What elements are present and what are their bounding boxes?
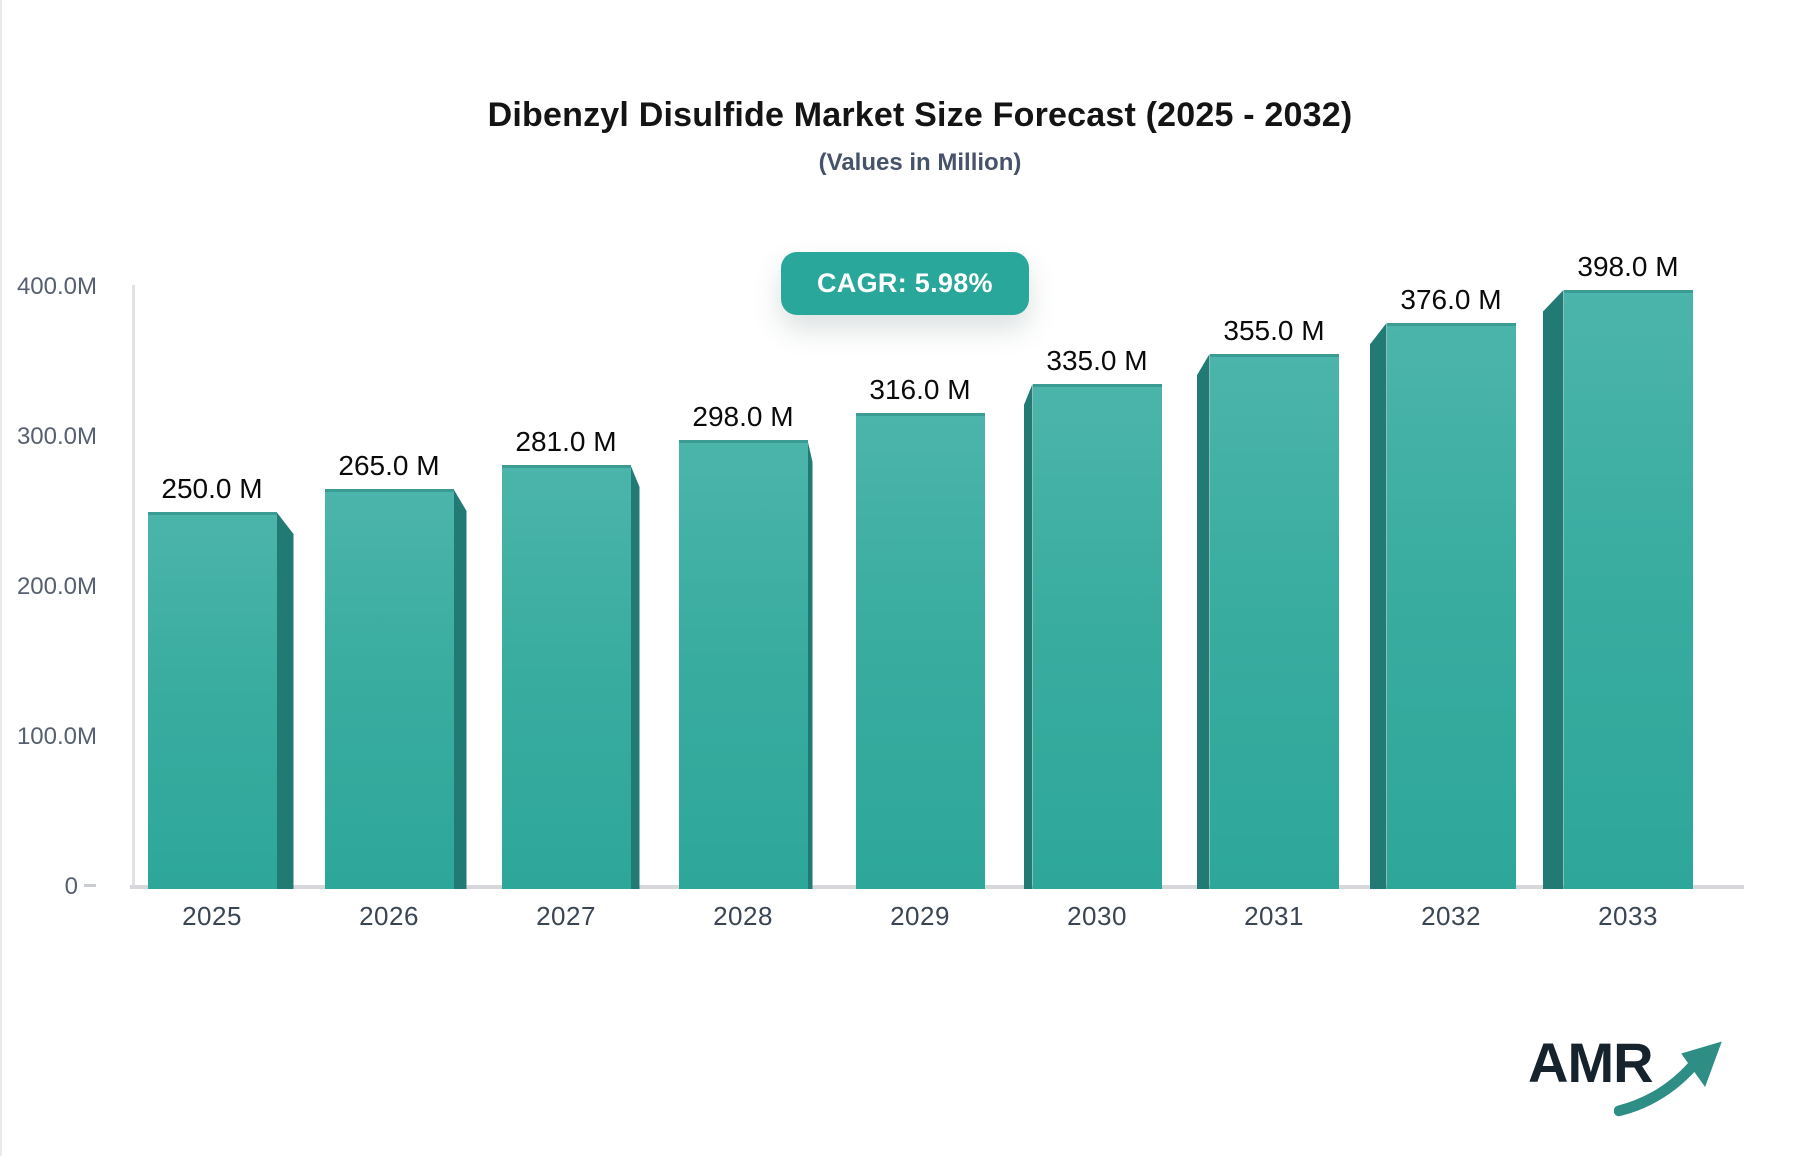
y-tick-label: 100.0M (16, 723, 97, 750)
bar-3d-side (453, 489, 467, 889)
x-tick-label: 2026 (359, 901, 419, 931)
chart-subtitle: (Values in Million) (818, 149, 1022, 176)
bar-face (1563, 290, 1693, 889)
bar-2031[interactable] (1196, 354, 1339, 889)
y-tick-label: 200.0M (16, 573, 97, 600)
chart-title: Dibenzyl Disulfide Market Size Forecast … (487, 96, 1353, 134)
bar-face (1209, 354, 1339, 889)
page-edge-divider (0, 0, 2, 1156)
bar-3d-side (807, 440, 813, 889)
amr-logo-text: AMR (1528, 1031, 1654, 1094)
bar-2028[interactable] (678, 440, 813, 889)
zero-tick-dash (84, 884, 96, 887)
bar-value-label: 316.0 M (869, 374, 971, 405)
y-tick-label: 400.0M (16, 273, 97, 300)
bar-2033[interactable] (1542, 290, 1693, 889)
bar-2025[interactable] (147, 512, 294, 889)
x-tick-label: 2030 (1067, 901, 1127, 931)
x-tick-label: 2025 (182, 901, 242, 931)
bar-face (1032, 384, 1162, 889)
bar-value-label: 398.0 M (1577, 251, 1679, 282)
bar-face (678, 440, 808, 889)
bar-2026[interactable] (324, 489, 467, 889)
bar-2029[interactable] (855, 413, 985, 889)
x-tick-label: 2033 (1598, 901, 1658, 931)
amr-logo: AMR (1528, 1030, 1758, 1130)
bar-3d-side (1369, 323, 1387, 889)
cagr-badge: CAGR: 5.98% (781, 252, 1029, 315)
bar-value-label: 281.0 M (515, 426, 617, 457)
bar-face (1386, 323, 1516, 889)
x-tick-label: 2027 (536, 901, 596, 931)
growth-arrow-icon (1614, 1041, 1722, 1117)
bar-3d-side (276, 512, 294, 889)
bar-3d-side (630, 465, 640, 889)
bar-2027[interactable] (501, 465, 640, 889)
bar-value-label: 335.0 M (1046, 345, 1148, 376)
bar-face (855, 413, 985, 889)
bar-value-label: 298.0 M (692, 401, 794, 432)
bar-face (324, 489, 454, 889)
y-tick-label: 0 (64, 873, 78, 900)
bar-2030[interactable] (1023, 384, 1162, 889)
bar-3d-side (1023, 384, 1033, 889)
bar-face (501, 465, 631, 889)
bar-value-label: 250.0 M (161, 473, 263, 504)
bar-3d-side (1542, 290, 1564, 889)
bar-3d-side (1196, 354, 1210, 889)
x-tick-label: 2031 (1244, 901, 1304, 931)
x-tick-label: 2032 (1421, 901, 1481, 931)
bar-value-label: 265.0 M (338, 450, 440, 481)
bar-face (147, 512, 277, 889)
bar-value-label: 355.0 M (1223, 315, 1325, 346)
y-tick-label: 300.0M (16, 423, 97, 450)
x-tick-label: 2029 (890, 901, 950, 931)
x-tick-label: 2028 (713, 901, 773, 931)
bar-value-label: 376.0 M (1400, 284, 1502, 315)
bar-2032[interactable] (1369, 323, 1516, 889)
y-axis-line (132, 285, 135, 889)
